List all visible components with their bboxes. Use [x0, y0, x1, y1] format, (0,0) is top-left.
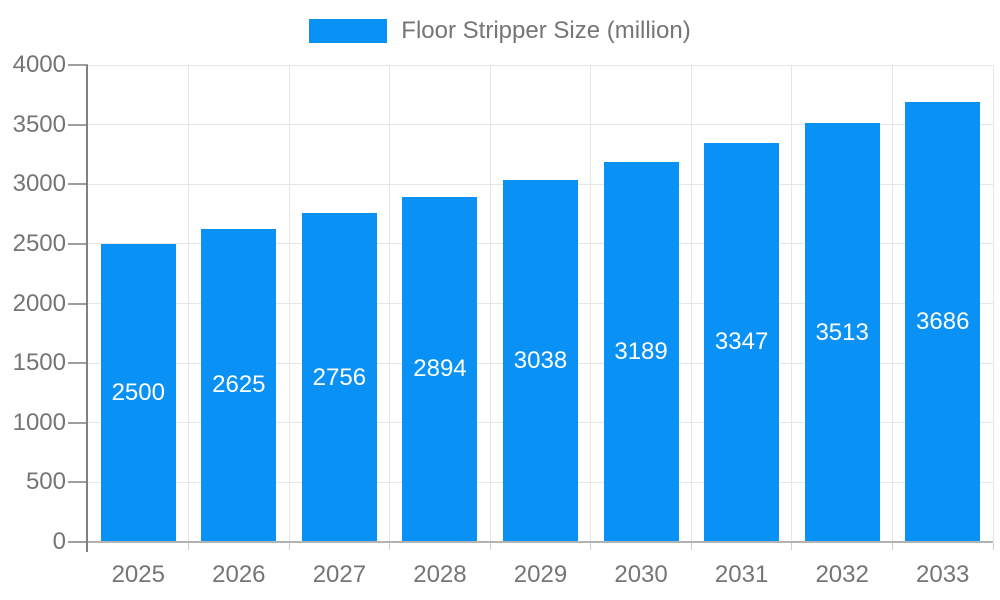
y-axis-label: 3000 — [12, 170, 66, 198]
bar-value-label: 3189 — [614, 337, 668, 365]
y-tick — [68, 242, 88, 245]
x-tick — [690, 543, 692, 550]
y-tick — [68, 302, 88, 305]
legend[interactable]: Floor Stripper Size (million) — [0, 15, 1000, 47]
x-tick — [188, 543, 190, 550]
bar-2029[interactable]: 3038 — [503, 179, 578, 542]
y-axis-label: 2500 — [12, 229, 66, 257]
gridline-vertical — [489, 65, 491, 542]
bar-value-label: 3038 — [513, 346, 568, 374]
bar-value-label: 3347 — [714, 328, 769, 356]
bar-2027[interactable]: 2756 — [301, 213, 377, 542]
y-tick — [68, 481, 88, 484]
gridline-horizontal — [88, 124, 993, 126]
gridline-vertical — [690, 65, 692, 542]
y-axis-label: 3500 — [12, 110, 66, 138]
legend-label: Floor Stripper Size (million) — [401, 17, 691, 44]
y-axis-label: 4000 — [12, 51, 66, 78]
y-tick — [68, 541, 88, 543]
bar-value-label: 2500 — [111, 378, 165, 406]
bar-2025[interactable]: 2500 — [100, 243, 176, 542]
y-axis-label: 2000 — [12, 289, 66, 317]
bar-2030[interactable]: 3189 — [603, 161, 679, 542]
bar-2032[interactable]: 3513 — [804, 123, 880, 542]
y-axis-label: 1500 — [12, 349, 66, 377]
x-axis-line — [88, 541, 993, 543]
bar-value-label: 3686 — [916, 308, 970, 336]
x-axis-label: 2029 — [513, 561, 568, 588]
x-tick — [791, 543, 793, 550]
x-axis-label: 2033 — [916, 561, 970, 588]
gridline-vertical — [891, 65, 893, 542]
y-axis-label: 1000 — [12, 408, 66, 436]
bar-2026[interactable]: 2625 — [201, 228, 277, 542]
y-tick — [68, 64, 88, 66]
gridline-vertical — [288, 65, 290, 542]
gridline-vertical — [389, 65, 391, 542]
y-tick — [68, 123, 88, 126]
gridline-vertical — [590, 65, 592, 542]
x-tick — [489, 543, 491, 550]
x-tick — [590, 543, 592, 550]
gridline-vertical — [992, 65, 994, 542]
x-axis-label: 2028 — [413, 561, 467, 588]
y-tick — [68, 421, 88, 424]
x-axis-label: 2030 — [614, 561, 668, 588]
x-axis-label: 2026 — [212, 561, 266, 588]
x-axis-label: 2032 — [815, 561, 869, 588]
x-axis-label: 2027 — [312, 561, 367, 588]
bar-2031[interactable]: 3347 — [704, 142, 780, 542]
x-tick — [389, 543, 391, 550]
x-tick — [288, 543, 290, 550]
bar-value-label: 2756 — [312, 363, 367, 391]
y-tick — [68, 183, 88, 186]
y-axis-label: 500 — [25, 468, 66, 496]
legend-color-swatch — [309, 19, 388, 43]
bar-value-label: 3513 — [815, 318, 869, 346]
y-axis-label: 0 — [52, 528, 66, 555]
y-axis-line — [86, 65, 88, 552]
x-tick — [992, 543, 994, 550]
gridline-horizontal — [88, 64, 993, 66]
gridline-vertical — [188, 65, 190, 542]
x-tick — [891, 543, 893, 550]
gridline-vertical — [791, 65, 793, 542]
x-axis-label: 2025 — [111, 561, 165, 588]
y-tick — [68, 362, 88, 365]
bar-2033[interactable]: 3686 — [905, 102, 981, 542]
x-axis-label: 2031 — [714, 561, 769, 588]
bar-2028[interactable]: 2894 — [402, 196, 478, 542]
bar-value-label: 2894 — [413, 355, 467, 383]
bar-value-label: 2625 — [212, 371, 266, 399]
